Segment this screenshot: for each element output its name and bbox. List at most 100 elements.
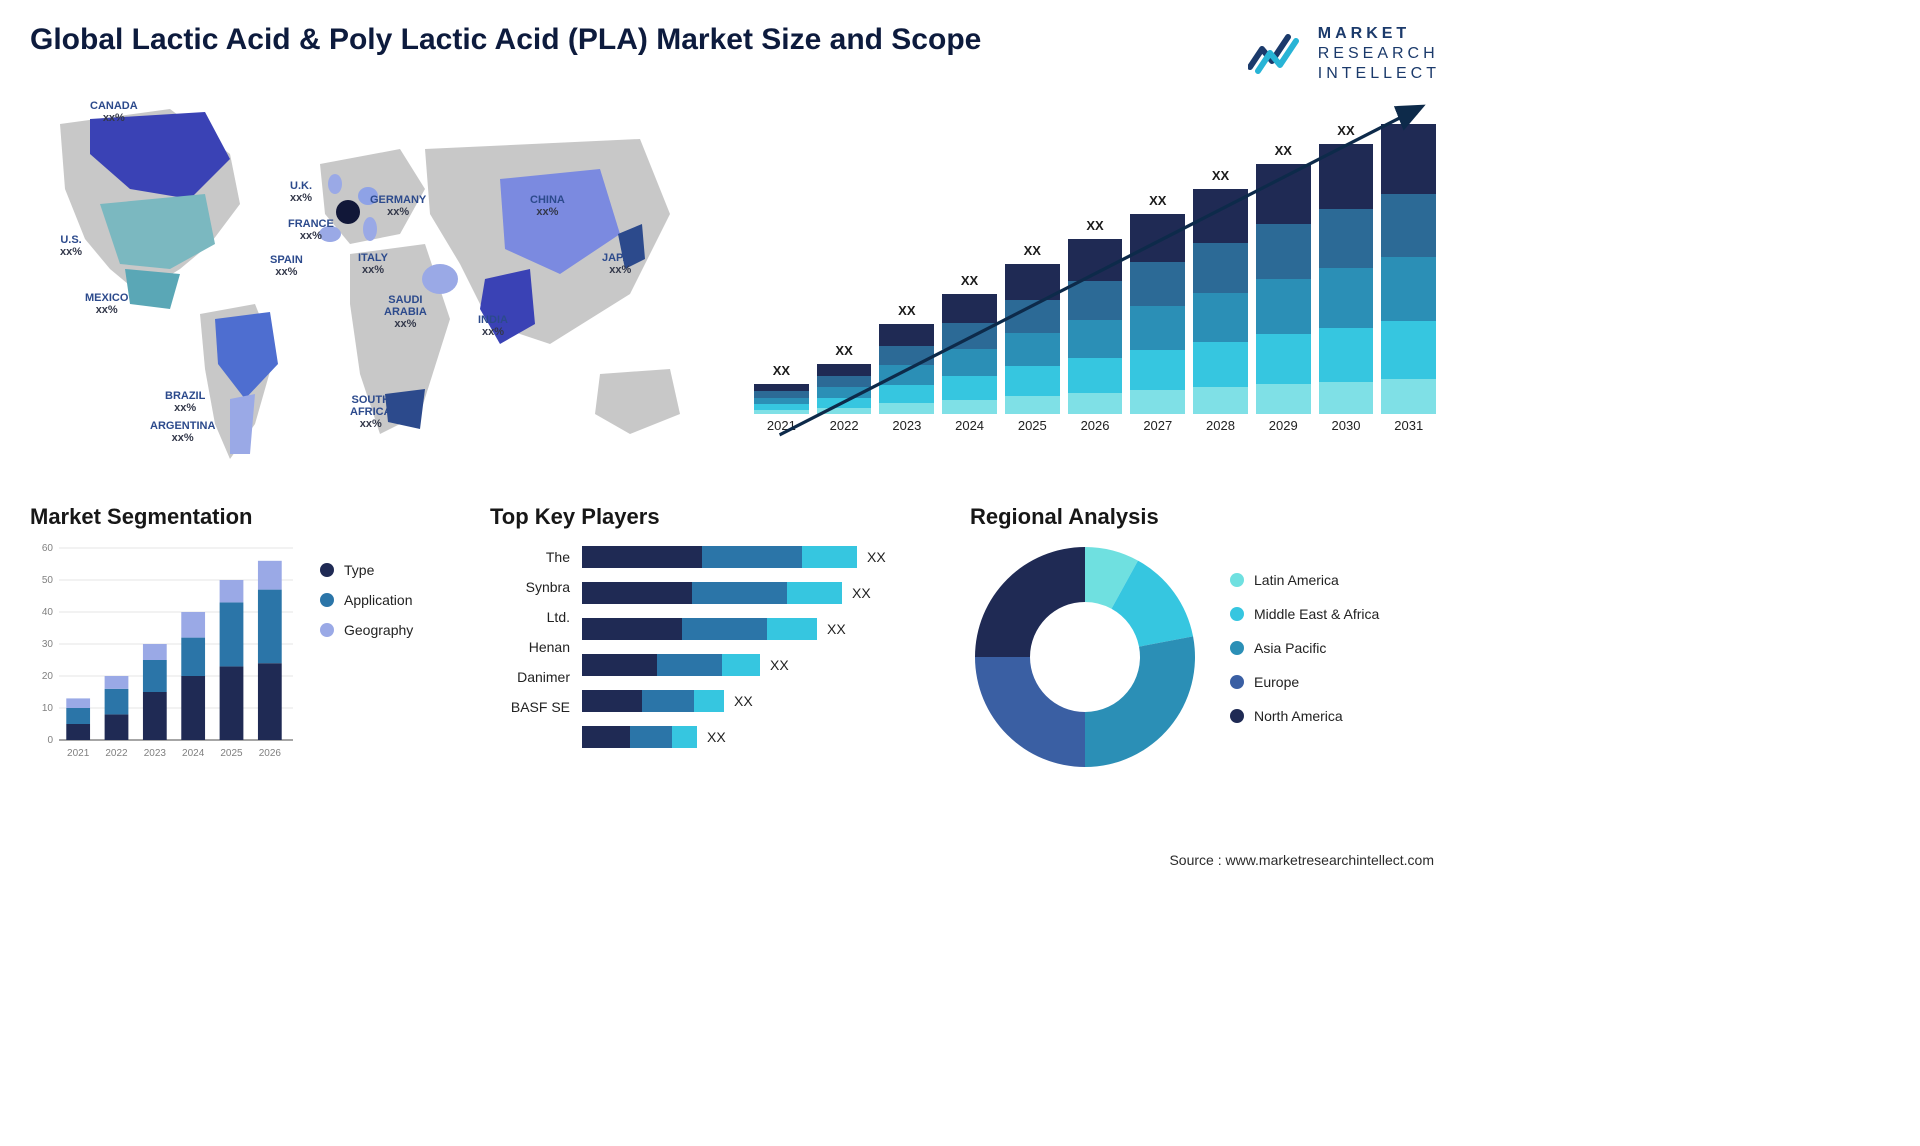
svg-text:2024: 2024 [182, 748, 205, 759]
legend-swatch-icon [320, 623, 334, 637]
legend-label: Latin America [1254, 572, 1339, 588]
kp-bar-segment [630, 726, 672, 748]
forecast-bar-segment [1319, 328, 1374, 382]
seg-bar-segment [66, 698, 90, 708]
kp-bar-segment [787, 582, 842, 604]
world-map: CANADAxx%U.S.xx%MEXICOxx%BRAZILxx%ARGENT… [30, 94, 690, 474]
forecast-bar-segment [1130, 306, 1185, 350]
seg-legend-item: Geography [320, 622, 450, 638]
forecast-bar-segment [754, 398, 809, 405]
seg-bar-segment [66, 724, 90, 740]
kp-bar-segment [802, 546, 857, 568]
forecast-bar [942, 294, 997, 414]
legend-label: Middle East & Africa [1254, 606, 1379, 622]
map-label-japan: JAPANxx% [602, 252, 638, 276]
svg-text:40: 40 [42, 607, 54, 618]
forecast-year-label: 2031 [1381, 418, 1436, 433]
kp-row: XX [582, 650, 930, 680]
page-title: Global Lactic Acid & Poly Lactic Acid (P… [30, 20, 981, 59]
kp-bar-segment [767, 618, 817, 640]
legend-swatch-icon [1230, 641, 1244, 655]
regional-legend-item: Middle East & Africa [1230, 606, 1440, 622]
forecast-bar-segment [879, 365, 934, 385]
seg-legend-item: Type [320, 562, 450, 578]
header: Global Lactic Acid & Poly Lactic Acid (P… [30, 20, 1440, 84]
kp-bar-segment [582, 546, 702, 568]
forecast-bar-segment [879, 385, 934, 403]
seg-bar-segment [258, 561, 282, 590]
forecast-value-label: XX [1149, 193, 1166, 208]
forecast-bar-segment [1193, 342, 1248, 387]
seg-bar-segment [105, 676, 129, 689]
forecast-col-2026: XX [1068, 218, 1123, 414]
forecast-bar-segment [942, 400, 997, 414]
legend-swatch-icon [1230, 709, 1244, 723]
forecast-col-2029: XX [1256, 143, 1311, 414]
forecast-bar-segment [817, 364, 872, 376]
seg-bar-segment [105, 714, 129, 740]
seg-legend-item: Application [320, 592, 450, 608]
svg-text:30: 30 [42, 639, 54, 650]
forecast-value-label: XX [1212, 168, 1229, 183]
forecast-col-2022: XX [817, 343, 872, 414]
forecast-bar-segment [1193, 293, 1248, 343]
forecast-col-2023: XX [879, 303, 934, 414]
legend-swatch-icon [1230, 675, 1244, 689]
regional-legend-item: Europe [1230, 674, 1440, 690]
segmentation-chart: 0102030405060202120222023202420252026 [30, 542, 296, 762]
forecast-bar-segment [1068, 320, 1123, 359]
svg-text:2022: 2022 [105, 748, 128, 759]
forecast-year-label: 2029 [1256, 418, 1311, 433]
forecast-bar-segment [1256, 334, 1311, 384]
kp-bar-segment [672, 726, 697, 748]
svg-text:0: 0 [47, 735, 53, 746]
forecast-bar-segment [1068, 239, 1123, 281]
forecast-bar-segment [1005, 264, 1060, 300]
forecast-bar-segment [1130, 262, 1185, 306]
regional-legend: Latin AmericaMiddle East & AfricaAsia Pa… [1230, 572, 1440, 742]
forecast-bar [817, 364, 872, 414]
map-label-brazil: BRAZILxx% [165, 390, 205, 414]
kp-name: Ltd. [490, 602, 570, 632]
forecast-bar [754, 384, 809, 414]
map-label-saudi-arabia: SAUDIARABIAxx% [384, 294, 427, 330]
kp-bar-segment [657, 654, 722, 676]
map-label-france: FRANCExx% [288, 218, 334, 242]
source-prefix: Source : [1169, 852, 1225, 868]
forecast-col-2025: XX [1005, 243, 1060, 414]
regional-title: Regional Analysis [970, 504, 1440, 530]
forecast-bar-segment [1381, 257, 1436, 321]
forecast-bar-segment [1319, 209, 1374, 268]
forecast-bar-segment [1068, 281, 1123, 320]
forecast-bar-segment [817, 376, 872, 387]
seg-bar-segment [258, 590, 282, 664]
donut-slice [1085, 636, 1195, 767]
forecast-bar [1193, 189, 1248, 414]
seg-bar-segment [181, 612, 205, 638]
kp-value: XX [852, 585, 871, 601]
kp-row: XX [582, 722, 930, 752]
forecast-value-label: XX [898, 303, 915, 318]
forecast-value-label: XX [1400, 103, 1417, 118]
kp-bar [582, 690, 724, 712]
seg-bar-segment [105, 689, 129, 715]
seg-bar-segment [66, 708, 90, 724]
svg-text:2025: 2025 [220, 748, 243, 759]
forecast-bar-segment [942, 376, 997, 400]
kp-name: Danimer [490, 662, 570, 692]
forecast-value-label: XX [835, 343, 852, 358]
seg-bar-segment [220, 602, 244, 666]
logo-line3: INTELLECT [1318, 64, 1440, 84]
forecast-bar-segment [1130, 350, 1185, 390]
forecast-year-label: 2026 [1068, 418, 1123, 433]
forecast-bar-segment [1005, 396, 1060, 414]
forecast-bar-segment [754, 410, 809, 414]
forecast-bar-segment [1381, 379, 1436, 414]
kp-row: XX [582, 614, 930, 644]
forecast-bar [1005, 264, 1060, 414]
kp-bar-segment [682, 618, 767, 640]
kp-bar-segment [702, 546, 802, 568]
forecast-bar-segment [1256, 164, 1311, 224]
seg-bar-segment [258, 663, 282, 740]
forecast-bar-segment [1256, 279, 1311, 334]
